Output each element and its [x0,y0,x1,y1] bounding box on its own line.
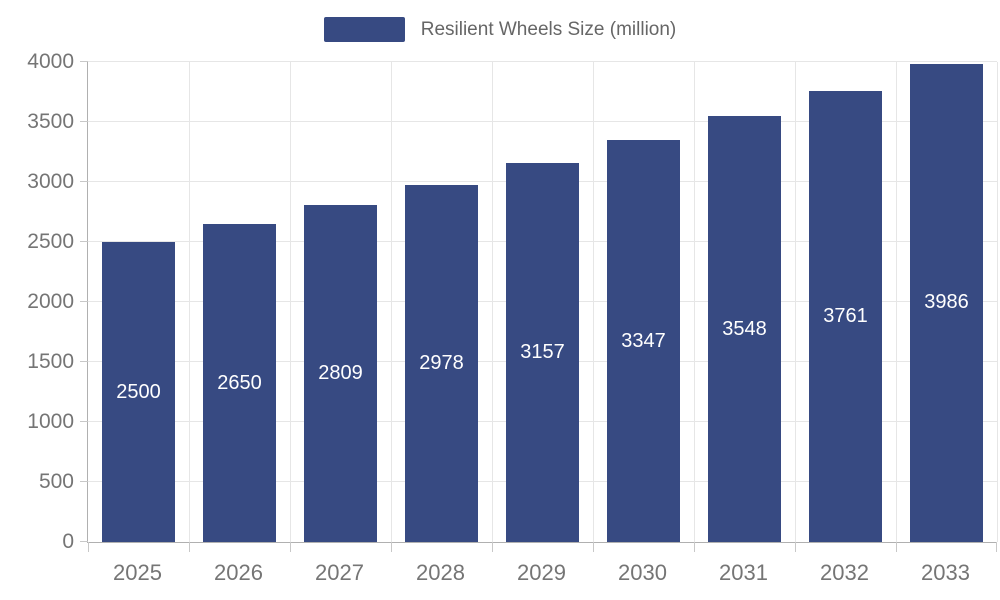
bar-slot: 3986 [896,62,997,542]
x-axis-tick [290,542,291,552]
x-axis-labels: 2025 2026 2027 2028 2029 2030 2031 2032 2033 [87,560,996,586]
y-axis-tick [80,421,88,422]
x-axis-tick-label: 2033 [921,560,970,585]
y-axis-tick [80,541,88,542]
x-axis-tick [593,542,594,552]
bar-value-label: 3548 [722,317,767,340]
x-axis-tick [896,542,897,552]
v-gridline [896,62,897,542]
y-axis-tick [80,61,88,62]
bar-slot: 2978 [391,62,492,542]
bar-2029[interactable]: 3157 [505,163,580,542]
x-axis-tick [996,542,997,552]
bar-2033[interactable]: 3986 [909,63,984,542]
x-axis-tick [693,542,695,552]
v-gridline [795,62,796,542]
y-axis-tick-label: 1500 [27,350,74,373]
bar-2028[interactable]: 2978 [404,184,479,542]
x-axis-tick-label: 2026 [214,560,263,585]
bar-2031[interactable]: 3548 [707,116,782,542]
v-gridline [693,62,695,542]
x-axis-tick [795,542,796,552]
x-axis-tick [88,542,89,552]
bar-slot: 3347 [593,62,694,542]
y-axis-tick [80,121,88,122]
y-axis-tick [80,241,88,242]
v-gridline [290,62,291,542]
bar-slot: 3548 [694,62,795,542]
bar-value-label: 2809 [318,361,363,384]
h-gridline [88,61,997,62]
y-axis-labels: 0 500 1000 1500 2000 2500 3000 3500 4000 [0,51,74,553]
y-axis-tick-label: 2500 [27,230,74,253]
bar-value-label: 3986 [924,291,969,314]
y-axis-tick [80,181,88,182]
y-axis-tick-label: 0 [62,530,74,553]
legend: Resilient Wheels Size (million) [0,17,1000,42]
x-axis-tick-label: 2029 [517,560,566,585]
bar-value-label: 2978 [419,351,464,374]
y-axis-tick [80,481,88,482]
bar-2025[interactable]: 2500 [101,242,176,542]
x-axis-tick [189,542,190,552]
x-axis-tick-label: 2030 [618,560,667,585]
y-axis-tick-label: 3000 [27,170,74,193]
bar-slot: 2650 [189,62,290,542]
bar-slot: 3157 [492,62,593,542]
legend-swatch[interactable] [323,17,405,42]
bar-slot: 2809 [290,62,391,542]
y-axis-tick [80,361,88,362]
plot-area: 2500 2650 2809 2978 3157 3347 3548 3761 3986 [80,61,998,552]
v-gridline [390,62,392,542]
x-axis-tick-label: 2031 [719,560,768,585]
y-axis-tick [80,301,88,302]
bar-2030[interactable]: 3347 [606,140,681,542]
x-axis-tick-label: 2025 [113,560,162,585]
v-gridline [492,62,493,542]
y-axis-tick-label: 2000 [27,290,74,313]
bar-2027[interactable]: 2809 [303,204,378,542]
bar-value-label: 3157 [520,341,565,364]
h-gridline [88,121,997,122]
y-axis-tick-label: 4000 [27,50,74,73]
y-axis-tick-label: 3500 [27,110,74,133]
bars-row: 2500 2650 2809 2978 3157 3347 3548 3761 3986 [88,62,997,542]
v-gridline [593,62,594,542]
y-axis-tick-label: 500 [38,470,74,493]
bar-slot: 2500 [88,62,189,542]
bar-2032[interactable]: 3761 [808,90,883,542]
bar-value-label: 3347 [621,329,666,352]
bar-slot: 3761 [795,62,896,542]
x-axis-tick [390,542,392,552]
x-axis-tick-label: 2028 [416,560,465,585]
bar-value-label: 2650 [217,371,262,394]
x-axis-tick-label: 2027 [315,560,364,585]
bar-value-label: 3761 [823,304,868,327]
y-axis-tick-label: 1000 [27,410,74,433]
v-gridline [997,62,998,542]
x-axis-tick-label: 2032 [820,560,869,585]
x-axis-tick [492,542,493,552]
legend-label[interactable]: Resilient Wheels Size (million) [420,18,677,40]
bar-value-label: 2500 [116,380,161,403]
v-gridline [189,62,190,542]
bar-2026[interactable]: 2650 [202,224,277,542]
